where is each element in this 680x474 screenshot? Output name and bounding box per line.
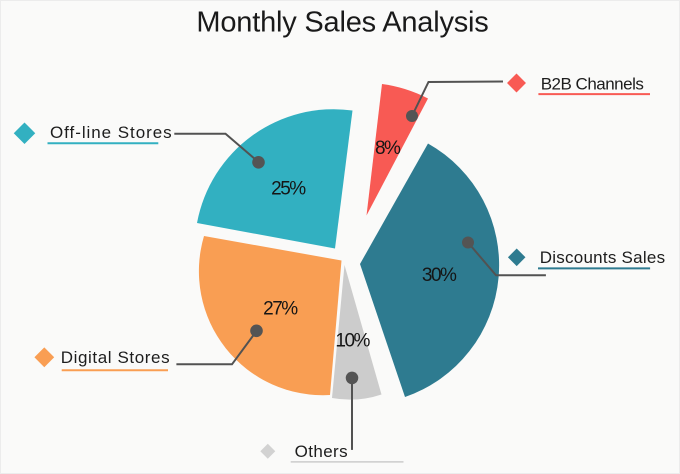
svg-text:30%: 30% [422, 265, 457, 286]
svg-text:Digital Stores: Digital Stores [61, 348, 171, 367]
svg-text:27%: 27% [263, 298, 298, 319]
svg-text:Monthly Sales Analysis: Monthly Sales Analysis [196, 7, 488, 39]
svg-text:B2B Channels: B2B Channels [541, 74, 644, 93]
svg-text:Discounts Sales: Discounts Sales [540, 248, 666, 267]
svg-text:10%: 10% [335, 331, 370, 352]
svg-text:25%: 25% [271, 178, 306, 199]
svg-text:Off-line Stores: Off-line Stores [50, 123, 173, 142]
svg-text:8%: 8% [375, 138, 401, 159]
svg-text:Others: Others [295, 442, 348, 461]
